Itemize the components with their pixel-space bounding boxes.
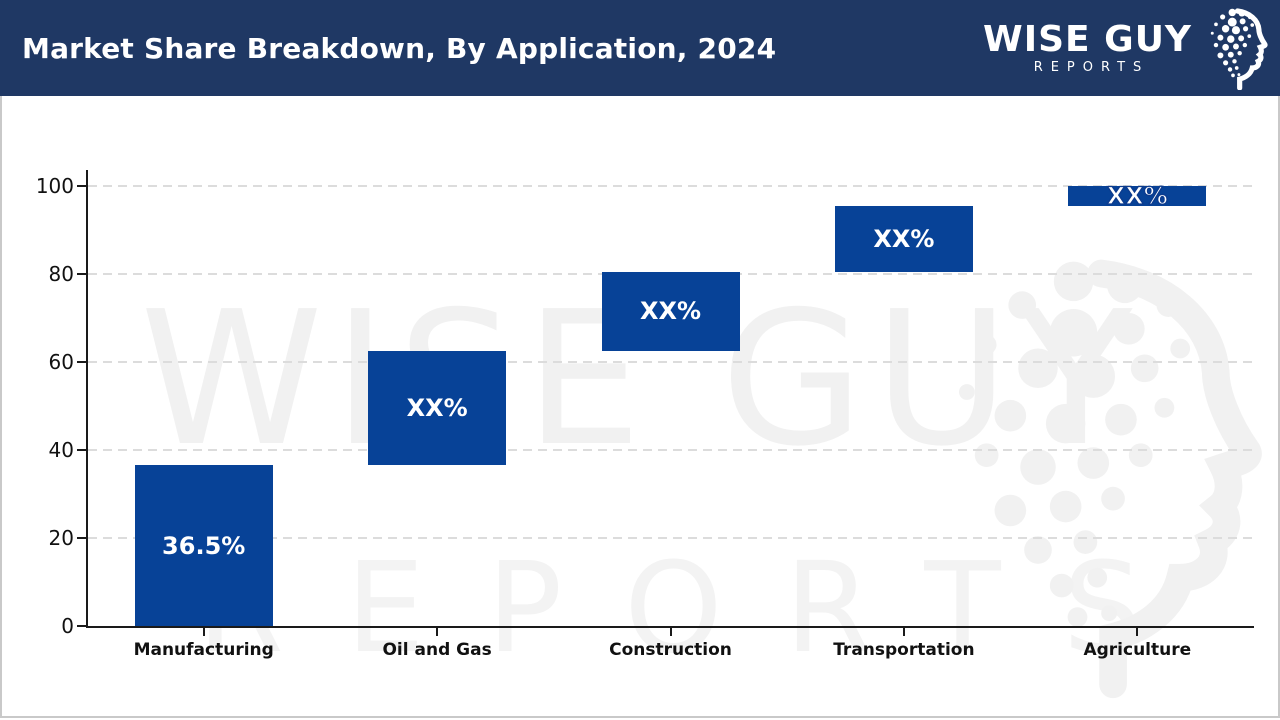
bar-transportation: XX% <box>834 205 973 272</box>
bar-agriculture: XX% <box>1068 181 1207 211</box>
y-axis-tick <box>77 185 86 187</box>
logo-subtitle: REPORTS <box>1033 60 1150 75</box>
y-axis-tick <box>77 361 86 363</box>
wiseguy-head-icon <box>1210 8 1268 90</box>
y-axis-line <box>86 170 88 628</box>
gridline <box>88 537 1255 539</box>
x-axis-tick <box>669 628 672 636</box>
x-axis-tick-label: Manufacturing <box>133 640 274 660</box>
y-axis-tick <box>77 537 86 539</box>
y-axis-tick-label: 20 <box>48 526 74 550</box>
x-axis-line <box>86 626 1254 628</box>
x-axis-tick-label: Transportation <box>833 640 975 660</box>
page-title: Market Share Breakdown, By Application, … <box>22 31 777 65</box>
y-axis-tick-label: 0 <box>61 614 74 638</box>
bar-value-label: XX% <box>1106 181 1168 210</box>
x-axis-tick <box>902 628 905 636</box>
x-axis-tick <box>436 628 439 636</box>
bar-value-label: XX% <box>639 297 702 326</box>
logo-wordmark: WISE GUY <box>982 19 1192 60</box>
bar-construction: XX% <box>601 271 740 351</box>
y-axis-tick-label: 100 <box>35 174 74 198</box>
y-axis-tick <box>77 449 86 451</box>
y-axis-tick <box>77 625 86 627</box>
y-axis-tick <box>77 273 86 275</box>
bar-value-label: XX% <box>873 224 935 253</box>
bar-value-label: 36.5% <box>162 531 246 560</box>
x-axis-tick-label: Construction <box>609 640 732 660</box>
bar-oil-and-gas: XX% <box>368 351 507 466</box>
bar-value-label: XX% <box>406 394 468 423</box>
x-axis-tick-label: Agriculture <box>1083 640 1192 660</box>
bar-manufacturing: 36.5% <box>134 465 273 626</box>
x-axis-tick-label: Oil and Gas <box>382 640 492 660</box>
x-axis-tick <box>202 628 205 636</box>
gridline <box>88 449 1255 451</box>
y-axis-tick-label: 40 <box>48 438 74 462</box>
y-axis-tick-label: 80 <box>48 262 74 286</box>
y-axis-tick-label: 60 <box>48 350 74 374</box>
wiseguy-logo: WISE GUY REPORTS <box>983 4 1270 92</box>
chart-figure: WISE GUY REPORTS 0 20 40 60 80 100 36.5% Manufa… <box>0 96 1280 718</box>
header-bar: Market Share Breakdown, By Application, … <box>0 0 1280 96</box>
gridline <box>88 185 1255 187</box>
gridline <box>88 361 1255 363</box>
x-axis-tick <box>1136 628 1139 636</box>
wiseguy-logo-text: WISE GUY REPORTS <box>982 19 1192 76</box>
